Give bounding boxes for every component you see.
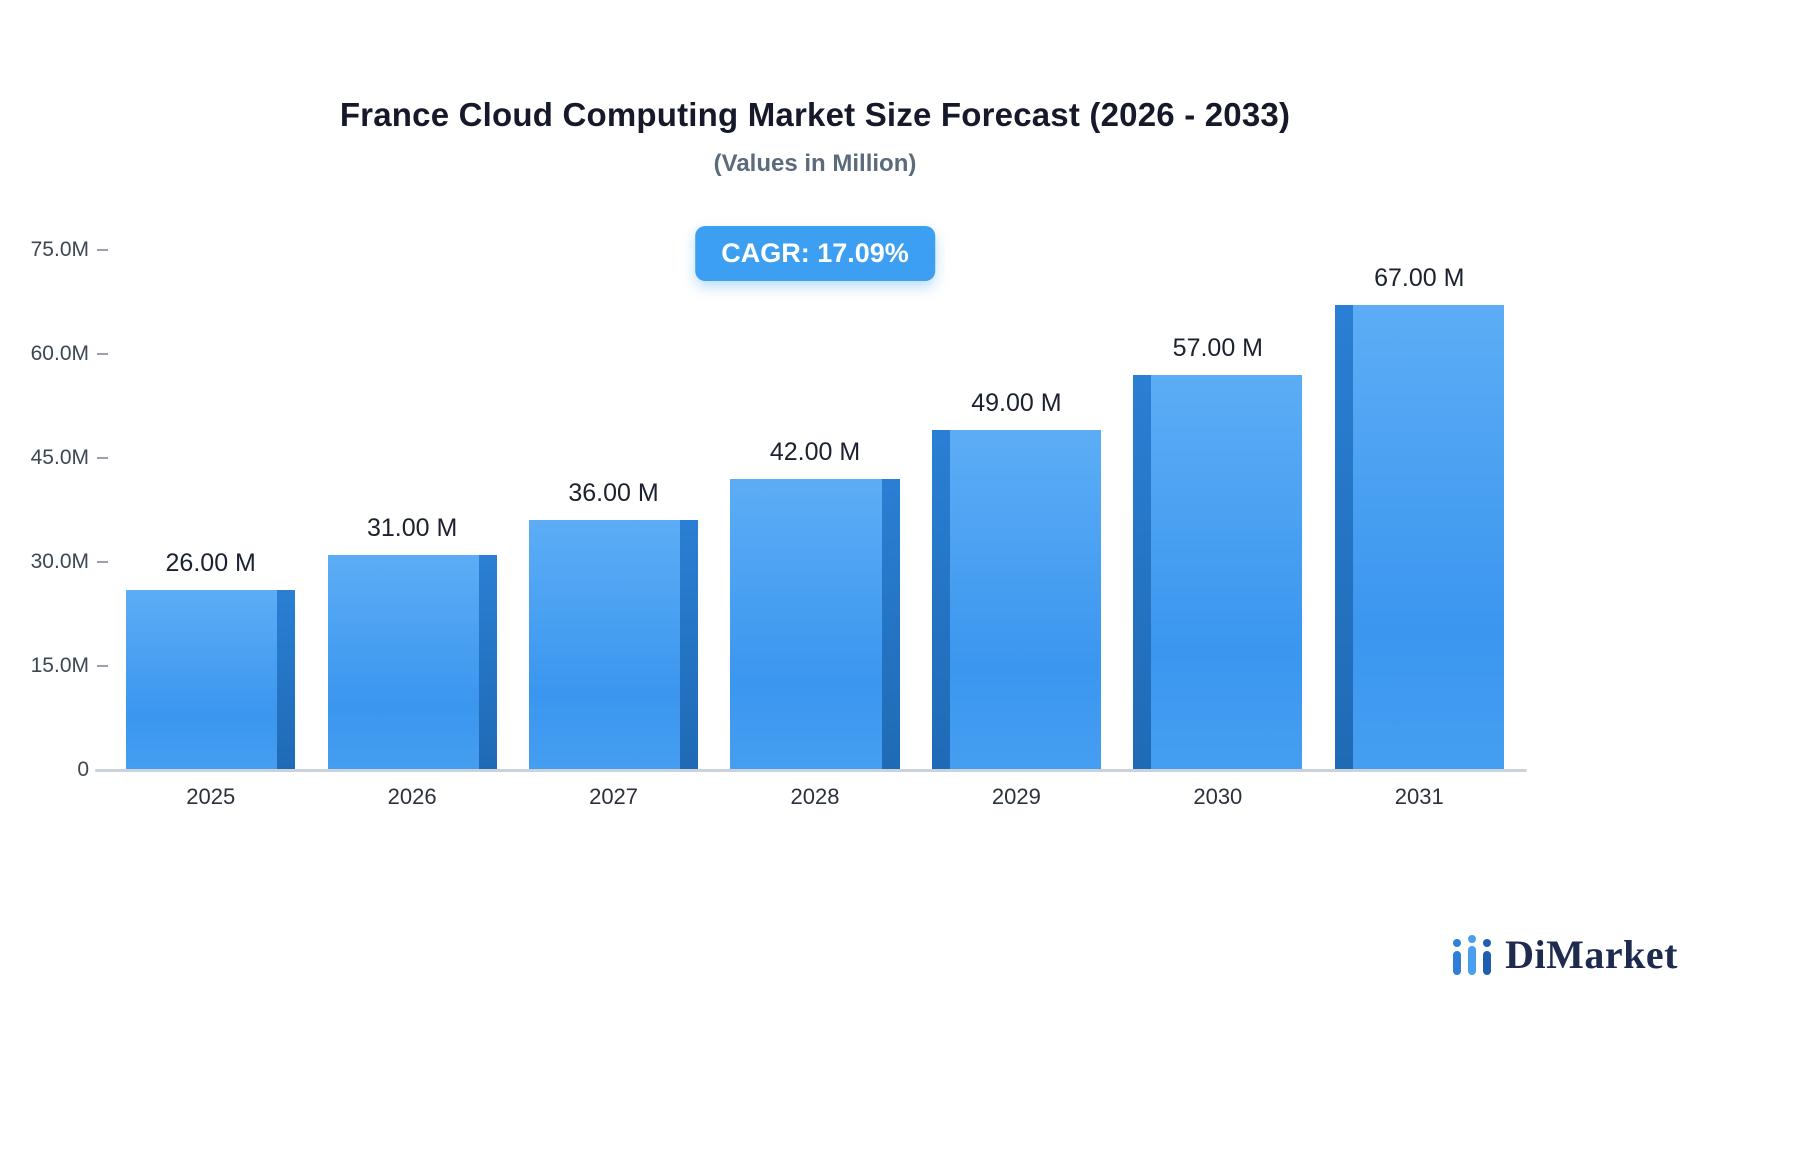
y-tick-label: 60.0M (30, 342, 89, 365)
x-tick-label: 2027 (589, 784, 639, 809)
bar-value-label: 36.00 M (568, 479, 659, 508)
bar-2031 (1334, 305, 1504, 770)
y-tick: 60.0M (31, 342, 108, 366)
x-tick-label: 2030 (1193, 784, 1243, 809)
bar-group-2025: 26.00 M (110, 250, 311, 770)
bar-group-2030: 57.00 M (1117, 250, 1318, 770)
x-tick-label: 2026 (387, 784, 437, 809)
bar-side-shade (881, 478, 900, 770)
bar-side-shade (1133, 374, 1152, 770)
chart-title: France Cloud Computing Market Size Forec… (339, 96, 1291, 133)
y-tick: 30.0M (31, 550, 108, 574)
bar-2026 (327, 555, 497, 770)
y-tick-mark (97, 561, 108, 563)
chart-wrap: France Cloud Computing Market Size Forec… (0, 96, 1527, 824)
x-tick-label: 2028 (790, 784, 840, 809)
y-tick-mark (97, 457, 108, 459)
bar-group-2026: 31.00 M (311, 250, 512, 770)
x-axis-baseline (95, 769, 1527, 772)
y-tick: 45.0M (31, 446, 108, 470)
x-tick-label: 2031 (1394, 784, 1444, 809)
plot-area: 26.00 M 31.00 M 36.00 M 42.00 M 49.00 M 57.00… (110, 250, 1520, 770)
bar-group-2027: 36.00 M (513, 250, 714, 770)
x-tick-label: 2029 (991, 784, 1041, 809)
bar-value-label: 31.00 M (366, 514, 458, 543)
y-tick-mark (97, 353, 108, 355)
x-tick-label: 2025 (186, 784, 236, 809)
bar-group-2029: 49.00 M (916, 250, 1117, 770)
bar-value-label: 57.00 M (1172, 333, 1264, 362)
x-axis: 2025 2026 2027 2028 2029 2030 2031 (110, 784, 1520, 824)
y-tick-mark (97, 665, 108, 667)
brand-logo: DiMarket (1449, 931, 1678, 978)
bar-face (1151, 374, 1303, 770)
chart-subtitle: (Values in Million) (713, 150, 917, 177)
bar-face (949, 430, 1101, 770)
bar-side-shade (277, 589, 296, 770)
dimarket-logo-icon (1449, 934, 1495, 976)
y-tick: 15.0M (31, 654, 108, 678)
bar-value-label: 67.00 M (1374, 264, 1465, 293)
bar-face (528, 520, 681, 770)
bar-2029 (931, 430, 1101, 770)
y-tick-label: 75.0M (30, 238, 89, 261)
bar-face (327, 555, 479, 770)
y-tick-label: 45.0M (30, 446, 89, 469)
bar-group-2028: 42.00 M (714, 250, 915, 770)
cagr-badge: CAGR: 17.09% (695, 226, 935, 281)
bar-side-shade (680, 520, 699, 770)
bar-face (126, 589, 278, 770)
bar-2025 (126, 589, 296, 770)
bar-face (730, 478, 882, 770)
bar-group-2031: 67.00 M (1319, 250, 1520, 770)
bar-value-label: 26.00 M (165, 548, 256, 577)
bar-2028 (730, 478, 900, 770)
y-tick-label: 0 (77, 758, 89, 781)
bar-2027 (528, 520, 699, 770)
bar-side-shade (1334, 305, 1353, 770)
y-tick-label: 15.0M (30, 654, 89, 677)
dimarket-logo-text: DiMarket (1505, 932, 1678, 977)
bar-value-label: 49.00 M (971, 389, 1062, 418)
bar-face (1352, 305, 1504, 770)
y-axis: 0 15.0M 30.0M 45.0M 60.0M 75.0M (0, 238, 108, 781)
bar-2030 (1133, 374, 1303, 770)
y-tick: 75.0M (31, 238, 108, 262)
bar-value-label: 42.00 M (769, 437, 861, 466)
bar-side-shade (931, 430, 950, 770)
y-tick-label: 30.0M (30, 550, 89, 573)
y-tick-mark (97, 249, 108, 251)
bar-side-shade (478, 555, 497, 770)
